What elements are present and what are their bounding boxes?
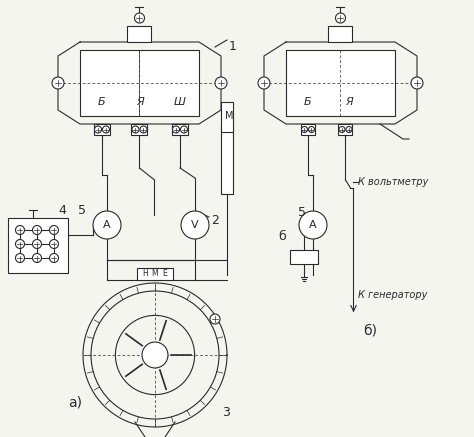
Bar <box>301 124 315 135</box>
Text: Я: Я <box>136 97 143 107</box>
Circle shape <box>309 126 315 132</box>
Circle shape <box>132 126 139 133</box>
Text: 4: 4 <box>58 204 66 216</box>
Bar <box>328 26 353 42</box>
Text: Я: Я <box>345 97 352 107</box>
Circle shape <box>140 126 147 133</box>
Text: 5: 5 <box>78 204 86 216</box>
Bar <box>80 50 199 116</box>
Circle shape <box>49 225 58 235</box>
Circle shape <box>173 126 180 133</box>
Text: Б: Б <box>304 97 312 107</box>
Text: V: V <box>191 220 199 230</box>
Circle shape <box>215 77 227 89</box>
Circle shape <box>16 253 25 263</box>
Circle shape <box>33 239 42 249</box>
Circle shape <box>301 126 308 132</box>
Circle shape <box>135 13 145 23</box>
Bar <box>128 26 152 42</box>
Circle shape <box>33 225 42 235</box>
Circle shape <box>411 77 423 89</box>
Bar <box>290 250 318 264</box>
Bar <box>131 124 147 135</box>
Text: К генератору: К генератору <box>358 290 428 300</box>
Circle shape <box>52 77 64 89</box>
Text: 1: 1 <box>229 40 237 53</box>
Text: а): а) <box>68 395 82 409</box>
Bar <box>137 268 173 280</box>
Text: 3: 3 <box>222 406 230 419</box>
Circle shape <box>181 126 188 133</box>
Text: 5: 5 <box>298 207 306 219</box>
Text: М: М <box>225 111 234 121</box>
Circle shape <box>49 239 58 249</box>
Circle shape <box>49 253 58 263</box>
Circle shape <box>102 126 109 133</box>
Circle shape <box>93 211 121 239</box>
Text: A: A <box>103 220 111 230</box>
Text: Ш: Ш <box>174 97 186 107</box>
Circle shape <box>258 77 270 89</box>
Text: 2: 2 <box>211 214 219 226</box>
Circle shape <box>299 211 327 239</box>
Bar <box>94 124 110 135</box>
Text: Б: Б <box>98 97 106 107</box>
Text: б: б <box>278 229 286 243</box>
Text: М: М <box>152 270 158 278</box>
Text: б): б) <box>363 323 377 337</box>
Circle shape <box>181 211 209 239</box>
Circle shape <box>142 342 168 368</box>
Bar <box>8 218 68 273</box>
Circle shape <box>210 314 220 324</box>
Text: К вольтметру: К вольтметру <box>358 177 429 187</box>
Circle shape <box>16 239 25 249</box>
Circle shape <box>336 13 346 23</box>
Circle shape <box>33 253 42 263</box>
Bar <box>286 50 395 116</box>
Bar <box>221 102 233 132</box>
Circle shape <box>346 126 352 132</box>
Circle shape <box>339 126 345 132</box>
Bar <box>221 124 233 194</box>
Bar <box>338 124 353 135</box>
Text: Е: Е <box>163 270 167 278</box>
Text: Н: Н <box>142 270 148 278</box>
Circle shape <box>94 126 101 133</box>
Circle shape <box>16 225 25 235</box>
Text: A: A <box>309 220 317 230</box>
Bar <box>172 124 188 135</box>
